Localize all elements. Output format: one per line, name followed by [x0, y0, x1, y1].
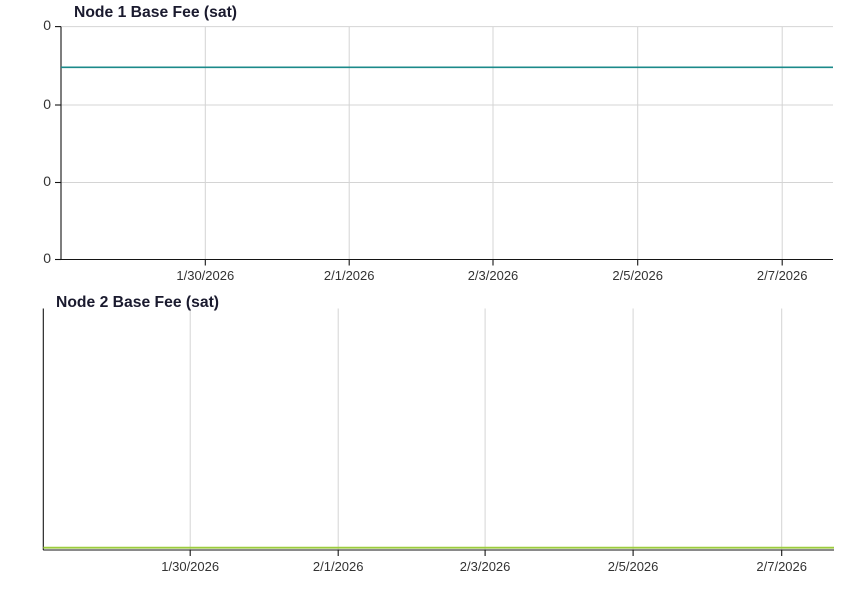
- svg-text:1/30/2026: 1/30/2026: [161, 559, 219, 574]
- svg-text:2/5/2026: 2/5/2026: [612, 268, 663, 283]
- svg-text:2/7/2026: 2/7/2026: [757, 268, 808, 283]
- svg-text:2/1/2026: 2/1/2026: [324, 268, 375, 283]
- svg-text:2/1/2026: 2/1/2026: [313, 559, 364, 574]
- svg-text:2/7/2026: 2/7/2026: [756, 559, 807, 574]
- svg-text:2/3/2026: 2/3/2026: [460, 559, 511, 574]
- svg-text:0: 0: [43, 173, 51, 189]
- svg-text:0: 0: [43, 250, 51, 266]
- svg-text:0: 0: [43, 17, 51, 33]
- svg-text:2/3/2026: 2/3/2026: [468, 268, 519, 283]
- svg-text:1/30/2026: 1/30/2026: [176, 268, 234, 283]
- svg-text:2/5/2026: 2/5/2026: [608, 559, 659, 574]
- svg-text:0: 0: [43, 96, 51, 112]
